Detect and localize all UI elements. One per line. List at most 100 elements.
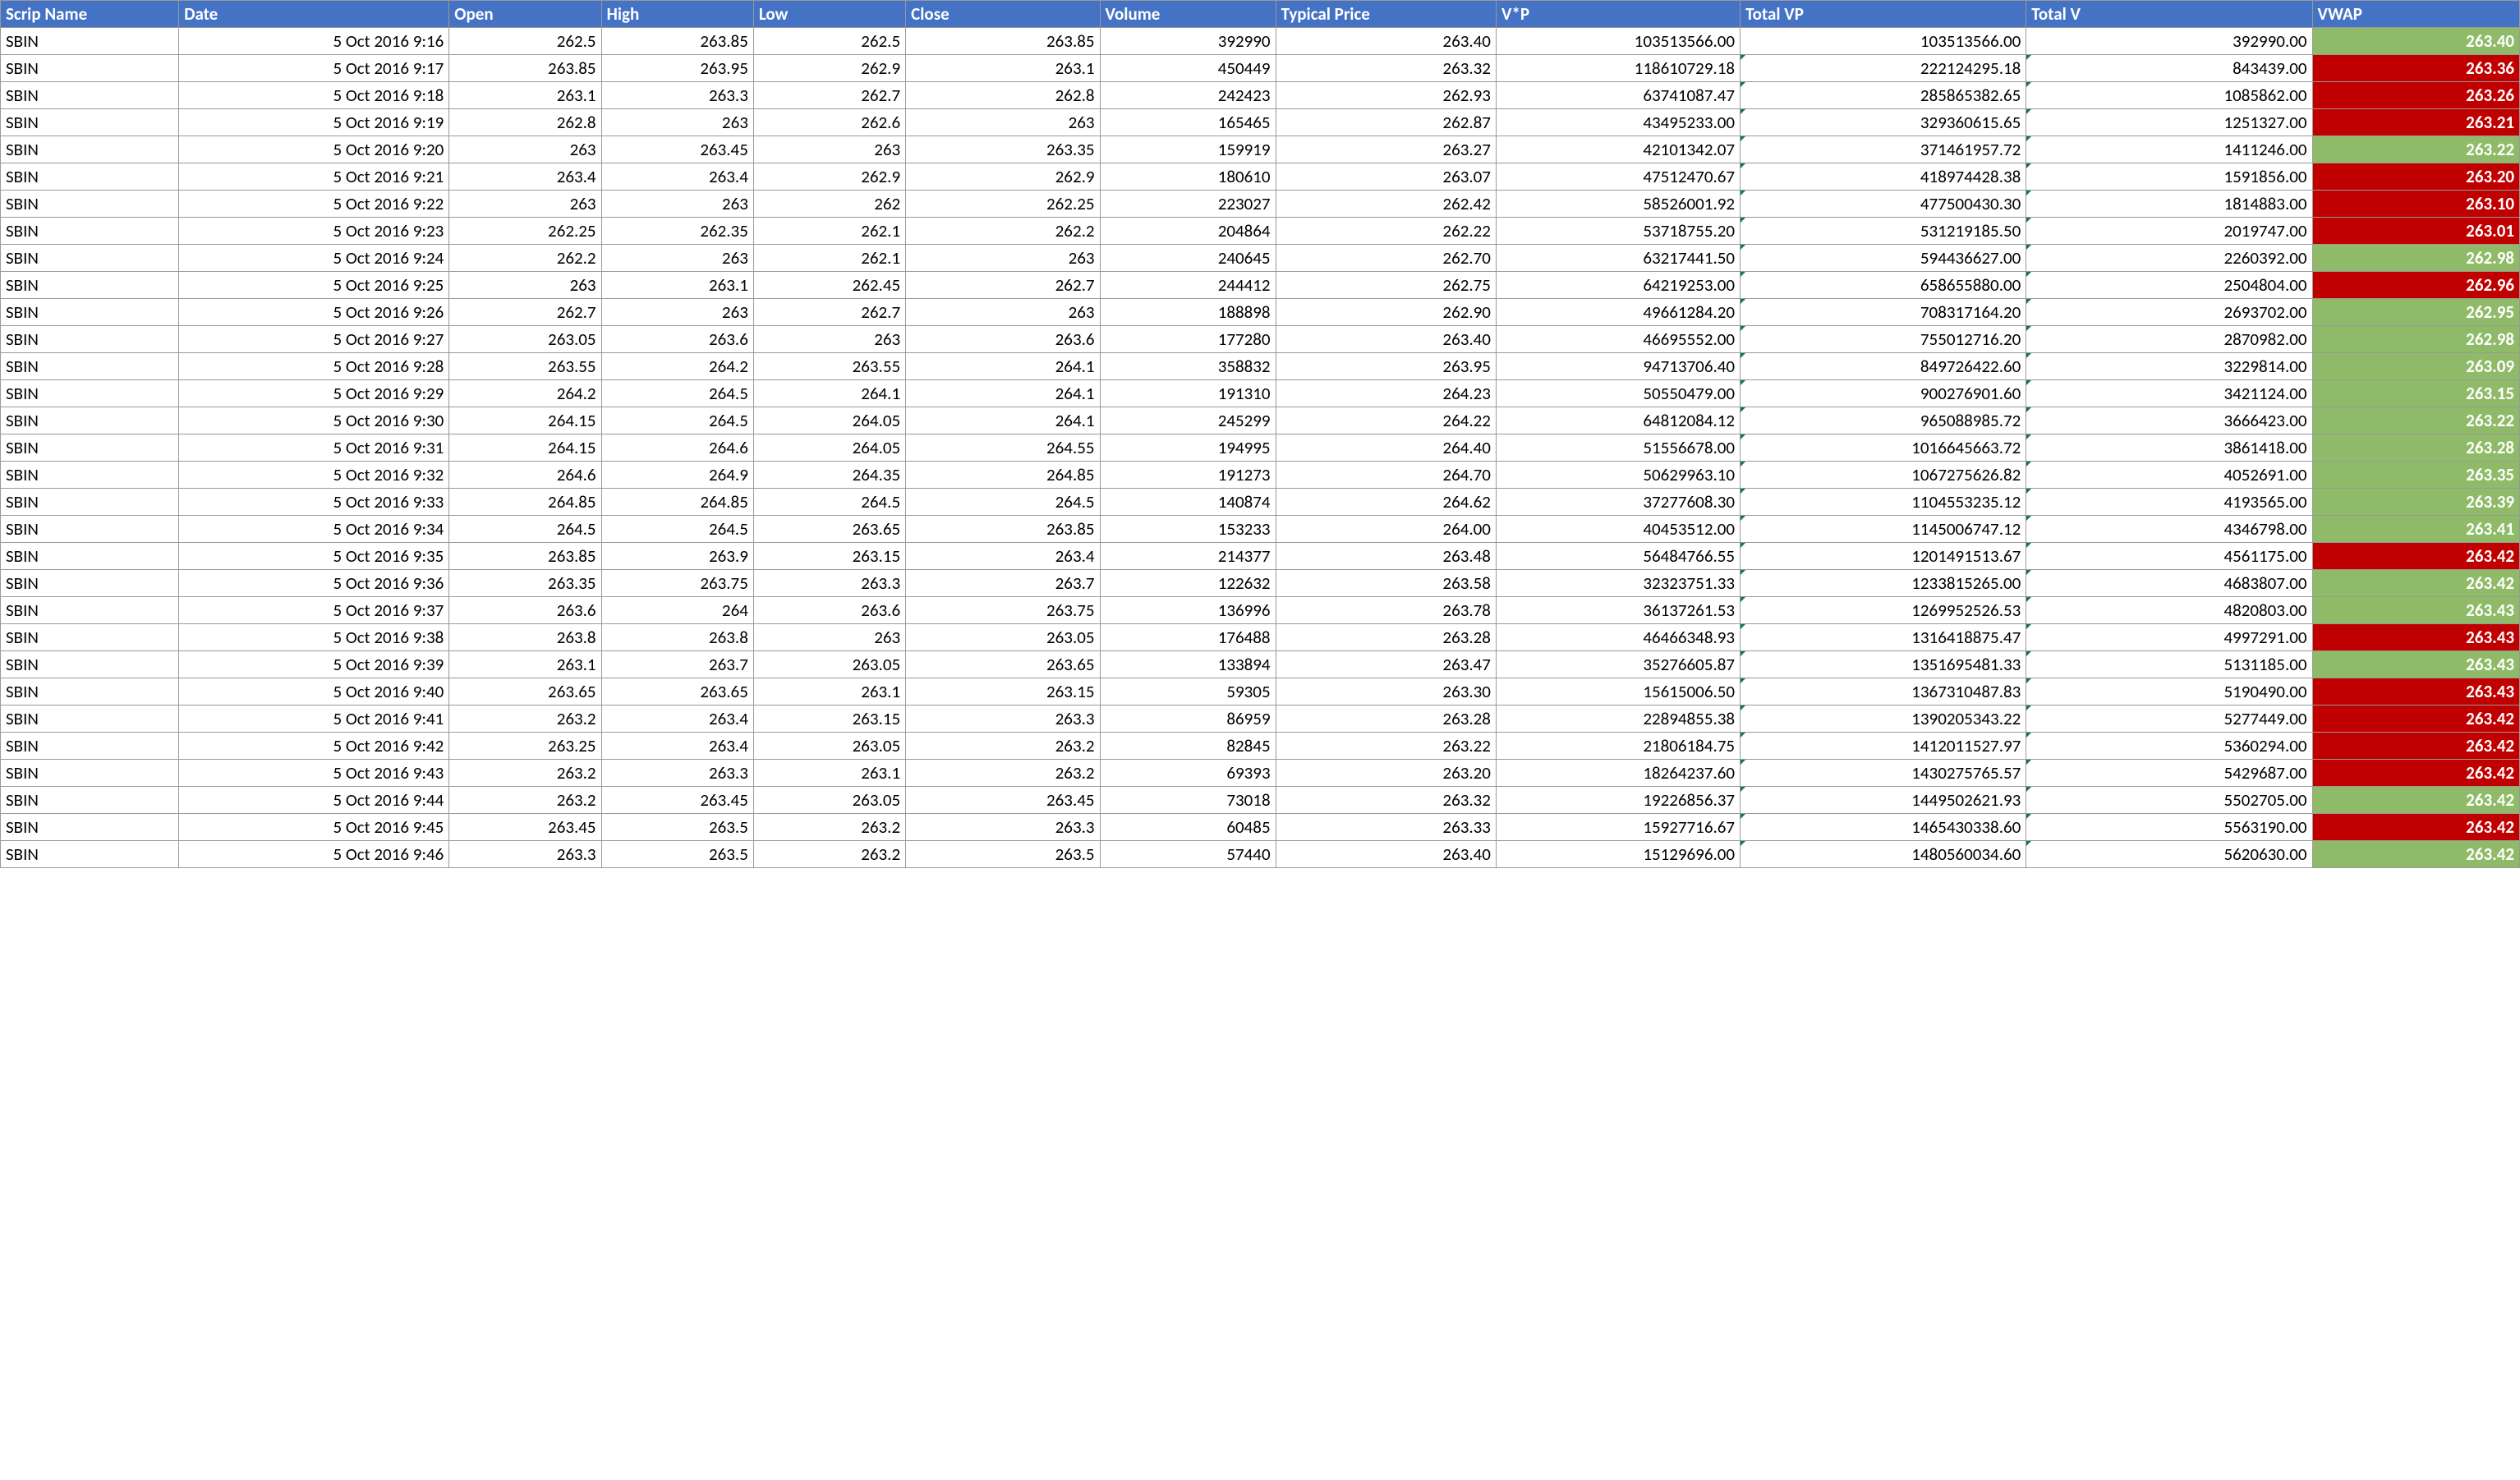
cell-scrip: SBIN — [1, 462, 179, 489]
cell-scrip: SBIN — [1, 434, 179, 462]
cell-tvp: 1480560034.60 — [1741, 841, 2026, 868]
cell-tv: 4997291.00 — [2026, 624, 2312, 651]
cell-high: 263.6 — [601, 326, 753, 353]
table-row: SBIN5 Oct 2016 9:36263.35263.75263.3263.… — [1, 570, 2520, 597]
cell-tp: 263.48 — [1276, 543, 1496, 570]
cell-scrip: SBIN — [1, 109, 179, 136]
cell-vwap: 263.43 — [2312, 597, 2519, 624]
cell-scrip: SBIN — [1, 760, 179, 787]
cell-volume: 191310 — [1100, 380, 1276, 407]
cell-tvp: 103513566.00 — [1741, 28, 2026, 55]
cell-high: 263.4 — [601, 163, 753, 191]
cell-tv: 5429687.00 — [2026, 760, 2312, 787]
cell-tvp: 755012716.20 — [1741, 326, 2026, 353]
cell-vp: 22894855.38 — [1496, 706, 1740, 733]
cell-close: 263.15 — [906, 678, 1100, 706]
cell-low: 262 — [753, 191, 905, 218]
cell-date: 5 Oct 2016 9:36 — [179, 570, 449, 597]
cell-close: 264.1 — [906, 353, 1100, 380]
table-row: SBIN5 Oct 2016 9:33264.85264.85264.5264.… — [1, 489, 2520, 516]
cell-tp: 263.58 — [1276, 570, 1496, 597]
cell-high: 263 — [601, 245, 753, 272]
cell-date: 5 Oct 2016 9:34 — [179, 516, 449, 543]
cell-vwap: 263.42 — [2312, 814, 2519, 841]
cell-tv: 2019747.00 — [2026, 218, 2312, 245]
cell-volume: 204864 — [1100, 218, 1276, 245]
cell-vwap: 263.41 — [2312, 516, 2519, 543]
cell-close: 263 — [906, 109, 1100, 136]
cell-tv: 5620630.00 — [2026, 841, 2312, 868]
cell-vwap: 263.42 — [2312, 760, 2519, 787]
cell-tv: 2260392.00 — [2026, 245, 2312, 272]
cell-low: 262.45 — [753, 272, 905, 299]
cell-open: 263.1 — [449, 651, 601, 678]
table-row: SBIN5 Oct 2016 9:44263.2263.45263.05263.… — [1, 787, 2520, 814]
table-row: SBIN5 Oct 2016 9:43263.2263.3263.1263.26… — [1, 760, 2520, 787]
cell-high: 263.75 — [601, 570, 753, 597]
cell-tp: 264.23 — [1276, 380, 1496, 407]
cell-tp: 263.28 — [1276, 706, 1496, 733]
cell-tvp: 594436627.00 — [1741, 245, 2026, 272]
cell-high: 263.5 — [601, 841, 753, 868]
cell-close: 263.65 — [906, 651, 1100, 678]
cell-close: 262.25 — [906, 191, 1100, 218]
cell-date: 5 Oct 2016 9:25 — [179, 272, 449, 299]
cell-date: 5 Oct 2016 9:33 — [179, 489, 449, 516]
cell-close: 263.2 — [906, 760, 1100, 787]
cell-open: 262.8 — [449, 109, 601, 136]
cell-vwap: 263.10 — [2312, 191, 2519, 218]
cell-close: 262.2 — [906, 218, 1100, 245]
cell-vp: 50550479.00 — [1496, 380, 1740, 407]
cell-low: 263 — [753, 624, 905, 651]
cell-date: 5 Oct 2016 9:40 — [179, 678, 449, 706]
cell-tvp: 900276901.60 — [1741, 380, 2026, 407]
cell-low: 263.6 — [753, 597, 905, 624]
cell-scrip: SBIN — [1, 570, 179, 597]
cell-open: 263.1 — [449, 82, 601, 109]
cell-vp: 46695552.00 — [1496, 326, 1740, 353]
cell-tvp: 1145006747.12 — [1741, 516, 2026, 543]
cell-vwap: 263.42 — [2312, 543, 2519, 570]
cell-close: 264.85 — [906, 462, 1100, 489]
cell-volume: 191273 — [1100, 462, 1276, 489]
cell-vp: 42101342.07 — [1496, 136, 1740, 163]
cell-volume: 244412 — [1100, 272, 1276, 299]
table-row: SBIN5 Oct 2016 9:31264.15264.6264.05264.… — [1, 434, 2520, 462]
cell-scrip: SBIN — [1, 326, 179, 353]
cell-open: 263.65 — [449, 678, 601, 706]
col-header-tp: Typical Price — [1276, 1, 1496, 28]
cell-tvp: 222124295.18 — [1741, 55, 2026, 82]
cell-open: 262.7 — [449, 299, 601, 326]
cell-tvp: 418974428.38 — [1741, 163, 2026, 191]
cell-high: 264.85 — [601, 489, 753, 516]
cell-low: 263.15 — [753, 706, 905, 733]
cell-close: 263.4 — [906, 543, 1100, 570]
cell-date: 5 Oct 2016 9:42 — [179, 733, 449, 760]
cell-vwap: 263.26 — [2312, 82, 2519, 109]
cell-low: 262.9 — [753, 163, 905, 191]
cell-vwap: 263.43 — [2312, 678, 2519, 706]
cell-tvp: 285865382.65 — [1741, 82, 2026, 109]
cell-scrip: SBIN — [1, 353, 179, 380]
cell-tv: 5190490.00 — [2026, 678, 2312, 706]
cell-vwap: 263.09 — [2312, 353, 2519, 380]
cell-vp: 64219253.00 — [1496, 272, 1740, 299]
col-header-date: Date — [179, 1, 449, 28]
table-row: SBIN5 Oct 2016 9:41263.2263.4263.15263.3… — [1, 706, 2520, 733]
cell-low: 263.05 — [753, 733, 905, 760]
cell-open: 263 — [449, 272, 601, 299]
cell-date: 5 Oct 2016 9:29 — [179, 380, 449, 407]
cell-low: 263.1 — [753, 678, 905, 706]
cell-low: 264.05 — [753, 434, 905, 462]
cell-high: 263.95 — [601, 55, 753, 82]
cell-tv: 5360294.00 — [2026, 733, 2312, 760]
cell-tv: 1814883.00 — [2026, 191, 2312, 218]
cell-tvp: 371461957.72 — [1741, 136, 2026, 163]
cell-volume: 159919 — [1100, 136, 1276, 163]
cell-vp: 19226856.37 — [1496, 787, 1740, 814]
cell-scrip: SBIN — [1, 706, 179, 733]
cell-open: 264.15 — [449, 434, 601, 462]
cell-low: 264.1 — [753, 380, 905, 407]
col-header-vp: V*P — [1496, 1, 1740, 28]
cell-tv: 1085862.00 — [2026, 82, 2312, 109]
